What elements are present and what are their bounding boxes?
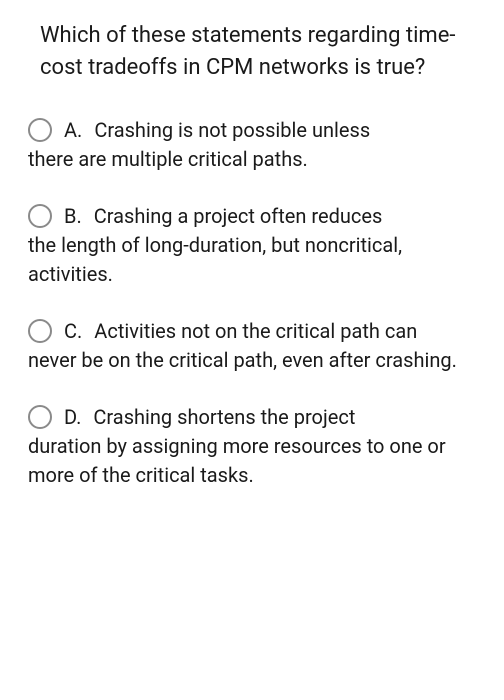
option-letter: D.	[64, 403, 81, 432]
option-text-first: Crashing is not possible unless	[94, 116, 370, 145]
option-letter: B.	[64, 202, 82, 231]
option-c[interactable]: C. Activities not on the critical path c…	[28, 317, 476, 375]
option-text-rest: duration by assigning more resources to …	[28, 432, 476, 490]
option-d[interactable]: D. Crashing shortens the project duratio…	[28, 403, 476, 490]
options-list: A. Crashing is not possible unless there…	[28, 116, 476, 490]
radio-icon[interactable]	[28, 204, 52, 228]
option-text-first: Crashing shortens the project	[93, 403, 355, 432]
option-b[interactable]: B. Crashing a project often reduces the …	[28, 202, 476, 289]
question-text: Which of these statements regarding time…	[28, 20, 476, 84]
option-text-rest: there are multiple critical paths.	[28, 145, 476, 174]
option-a[interactable]: A. Crashing is not possible unless there…	[28, 116, 476, 174]
option-text-first: Crashing a project often reduces	[94, 202, 383, 231]
option-text-first: Activities not on the critical path can	[94, 317, 417, 346]
radio-icon[interactable]	[28, 405, 52, 429]
radio-icon[interactable]	[28, 319, 52, 343]
option-text-rest: never be on the critical path, even afte…	[28, 346, 476, 375]
radio-icon[interactable]	[28, 118, 52, 142]
option-letter: A.	[64, 116, 82, 145]
option-text-rest: the length of long-duration, but noncrit…	[28, 231, 476, 289]
option-letter: C.	[64, 317, 82, 346]
